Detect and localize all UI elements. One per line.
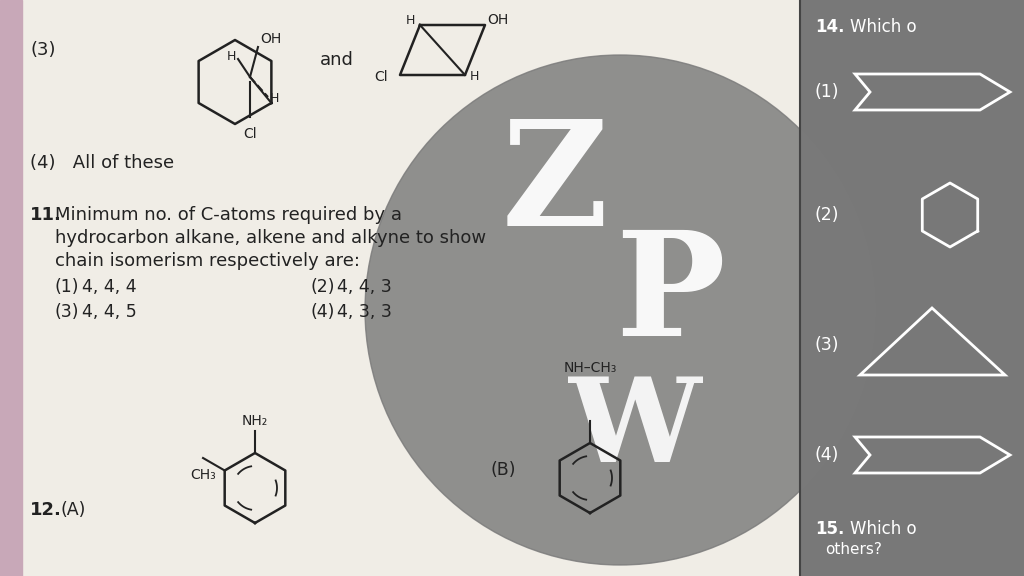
- Text: 15.: 15.: [815, 520, 845, 538]
- Text: NH₂: NH₂: [242, 414, 268, 428]
- Bar: [800, 0, 1024, 576]
- Text: (1): (1): [815, 83, 840, 101]
- Text: 4, 4, 3: 4, 4, 3: [337, 278, 392, 296]
- Text: 12.: 12.: [30, 501, 61, 519]
- Text: H: H: [270, 93, 280, 105]
- Text: (1): (1): [55, 278, 80, 296]
- Text: 4, 3, 3: 4, 3, 3: [337, 303, 392, 321]
- Text: Cl: Cl: [375, 70, 388, 84]
- Text: H: H: [470, 70, 479, 84]
- Text: (3): (3): [55, 303, 80, 321]
- Bar: [0, 0, 22, 576]
- Text: (4): (4): [310, 303, 335, 321]
- Text: P: P: [615, 225, 725, 366]
- Text: OH: OH: [260, 32, 282, 46]
- Text: H: H: [406, 13, 415, 26]
- Text: CH₃: CH₃: [190, 468, 216, 482]
- Text: (B): (B): [490, 461, 515, 479]
- Text: Cl: Cl: [243, 127, 257, 141]
- Text: (A): (A): [60, 501, 85, 519]
- Text: (2): (2): [815, 206, 840, 224]
- Text: chain isomerism respectively are:: chain isomerism respectively are:: [55, 252, 360, 270]
- Text: hydrocarbon alkane, alkene and alkyne to show: hydrocarbon alkane, alkene and alkyne to…: [55, 229, 486, 247]
- Text: 4, 4, 5: 4, 4, 5: [82, 303, 137, 321]
- Text: Z: Z: [502, 115, 608, 256]
- Text: NH–CH₃: NH–CH₃: [563, 361, 616, 375]
- Text: 4, 4, 4: 4, 4, 4: [82, 278, 136, 296]
- Text: (2): (2): [310, 278, 335, 296]
- Text: Minimum no. of C-atoms required by a: Minimum no. of C-atoms required by a: [55, 206, 402, 224]
- Text: 11.: 11.: [30, 206, 61, 224]
- Circle shape: [365, 55, 874, 565]
- Text: (3): (3): [30, 41, 55, 59]
- Text: Which o: Which o: [850, 520, 916, 538]
- Text: H: H: [226, 51, 236, 63]
- Text: 14.: 14.: [815, 18, 845, 36]
- Text: W: W: [568, 373, 701, 487]
- Text: and: and: [319, 51, 354, 69]
- Text: (4): (4): [815, 446, 840, 464]
- Text: OH: OH: [487, 13, 508, 27]
- Text: Which o: Which o: [850, 18, 916, 36]
- Text: others?: others?: [825, 542, 882, 557]
- Text: (4)   All of these: (4) All of these: [30, 154, 174, 172]
- Text: (3): (3): [815, 336, 840, 354]
